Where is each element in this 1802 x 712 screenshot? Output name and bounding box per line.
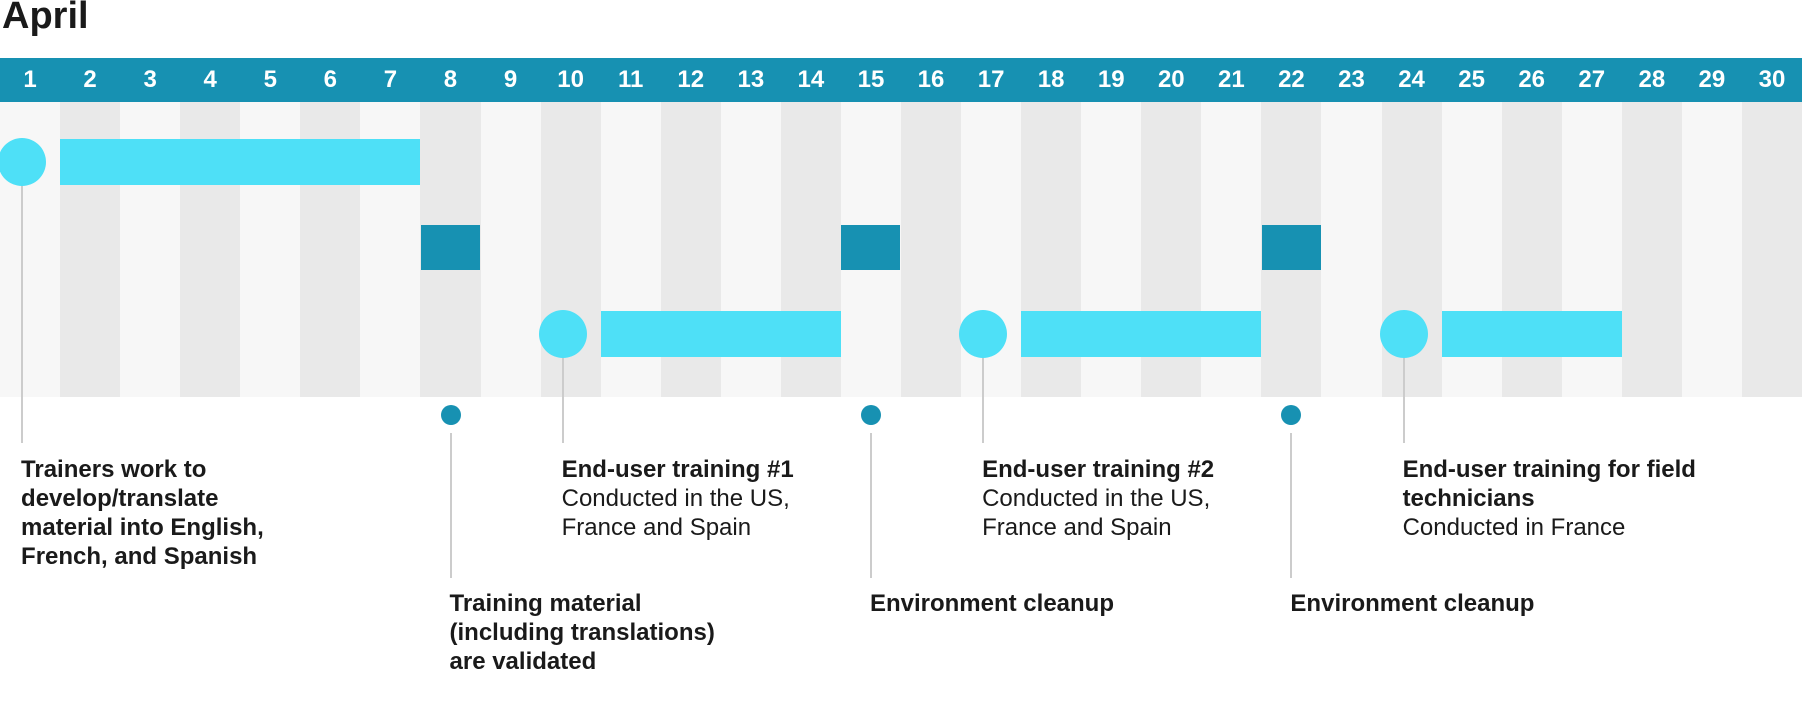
day-header-cell: 1 xyxy=(0,58,61,102)
label-line: Conducted in the US, xyxy=(982,485,1211,512)
day-header-cell: 6 xyxy=(300,58,361,102)
milestone-label: Environment cleanup xyxy=(870,589,1114,618)
day-header-cell: 14 xyxy=(780,58,841,102)
day-header-cell: 23 xyxy=(1321,58,1382,102)
label-line: End-user training #1 xyxy=(561,456,794,483)
task-start-circle xyxy=(538,310,587,358)
label-line: French, and Spanish xyxy=(21,543,258,570)
label-line: End-user training #2 xyxy=(982,456,1215,483)
label-line: Training material xyxy=(449,590,642,617)
connector-line xyxy=(1402,358,1405,443)
label-line: Trainers work to xyxy=(21,456,207,483)
task-start-circle xyxy=(1379,310,1428,358)
milestone-dot xyxy=(860,405,881,425)
label-line: France and Spain xyxy=(982,514,1172,541)
task-label: Trainers work to develop/translate materia… xyxy=(21,455,264,571)
day-header-cell: 4 xyxy=(180,58,241,102)
milestone-dot xyxy=(440,405,461,425)
day-header-cell: 18 xyxy=(1021,58,1082,102)
day-header-cell: 9 xyxy=(480,58,541,102)
connector-line xyxy=(1290,433,1293,578)
day-header-cell: 12 xyxy=(660,58,721,102)
label-line: Conducted in the US, xyxy=(561,485,790,512)
label-line: End-user training for field xyxy=(1402,456,1696,483)
task-bar xyxy=(600,311,841,357)
task-start-circle xyxy=(0,138,47,186)
day-column-stripe xyxy=(1741,102,1802,397)
day-column-stripe xyxy=(1681,102,1743,397)
day-header-cell: 20 xyxy=(1141,58,1202,102)
label-line: Environment cleanup xyxy=(869,590,1114,617)
label-line: France and Spain xyxy=(561,514,752,541)
day-header-cell: 25 xyxy=(1441,58,1502,102)
day-header-cell: 3 xyxy=(120,58,181,102)
milestone-square xyxy=(1261,225,1321,270)
milestone-square xyxy=(421,225,480,270)
day-header-cell: 16 xyxy=(901,58,962,102)
label-line: technicians xyxy=(1402,485,1535,512)
day-column-stripe xyxy=(1621,102,1683,397)
task-label: End-user training for field technicians Co… xyxy=(1403,455,1696,542)
day-header-cell: 24 xyxy=(1381,58,1442,102)
milestone-square xyxy=(841,225,901,270)
calendar-day-header: 1 2 3 4 5 6 7 8 9 10 11 12 13 14 15 16 17 18 19 20 21 22 23 24 2… xyxy=(0,58,1802,102)
milestone-label: Environment cleanup xyxy=(1290,589,1534,618)
day-header-cell: 8 xyxy=(420,58,481,102)
task-bar xyxy=(1441,311,1622,357)
task-bar xyxy=(1021,311,1262,357)
day-header-cell: 30 xyxy=(1741,58,1802,102)
milestone-dot xyxy=(1281,405,1302,425)
label-line: material into English, xyxy=(21,514,264,541)
task-label: End-user training #2 Conducted in the US,… xyxy=(982,455,1214,542)
day-header-cell: 17 xyxy=(961,58,1022,102)
day-header-cell: 2 xyxy=(60,58,121,102)
connector-line xyxy=(869,433,872,578)
day-header-cell: 29 xyxy=(1681,58,1742,102)
day-column-stripe xyxy=(901,102,962,397)
task-start-circle xyxy=(959,310,1008,358)
day-header-cell: 13 xyxy=(720,58,781,102)
label-line: (including translations) xyxy=(449,619,715,646)
month-title: April xyxy=(2,0,89,37)
day-header-cell: 10 xyxy=(540,58,601,102)
task-bar xyxy=(60,139,421,185)
day-header-cell: 15 xyxy=(840,58,901,102)
day-header-cell: 11 xyxy=(600,58,661,102)
connector-line xyxy=(982,358,985,443)
connector-line xyxy=(449,433,452,578)
day-column-stripe xyxy=(480,102,542,397)
day-column-stripe xyxy=(1321,102,1383,397)
day-header-cell: 7 xyxy=(360,58,421,102)
day-header-cell: 21 xyxy=(1201,58,1262,102)
day-header-cell: 28 xyxy=(1621,58,1682,102)
label-line: are validated xyxy=(449,648,597,675)
connector-line xyxy=(21,186,24,443)
label-line: Environment cleanup xyxy=(1290,590,1535,617)
day-header-cell: 19 xyxy=(1081,58,1142,102)
day-header-cell: 27 xyxy=(1561,58,1622,102)
day-header-cell: 26 xyxy=(1501,58,1562,102)
day-header-cell: 5 xyxy=(240,58,301,102)
day-header-cell: 22 xyxy=(1261,58,1322,102)
label-line: develop/translate xyxy=(21,485,219,512)
label-line: Conducted in France xyxy=(1402,514,1626,541)
connector-line xyxy=(561,358,564,443)
task-label: End-user training #1 Conducted in the US,… xyxy=(562,455,794,542)
milestone-label: Training material (including translations… xyxy=(450,589,715,676)
